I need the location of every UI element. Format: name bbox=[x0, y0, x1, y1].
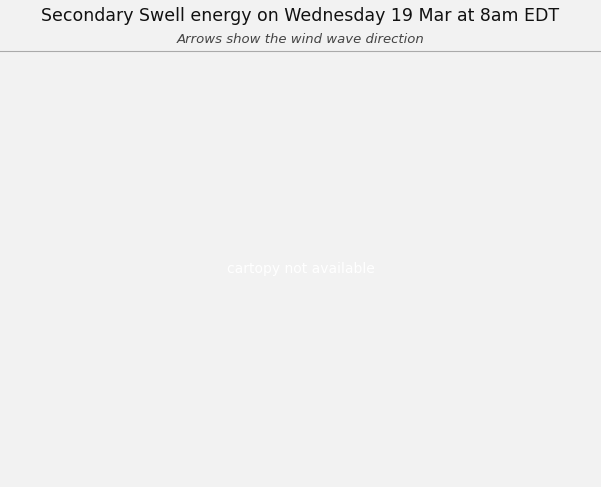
Text: Arrows show the wind wave direction: Arrows show the wind wave direction bbox=[177, 34, 424, 46]
Text: cartopy not available: cartopy not available bbox=[227, 262, 374, 276]
Text: Secondary Swell energy on Wednesday 19 Mar at 8am EDT: Secondary Swell energy on Wednesday 19 M… bbox=[41, 7, 560, 25]
